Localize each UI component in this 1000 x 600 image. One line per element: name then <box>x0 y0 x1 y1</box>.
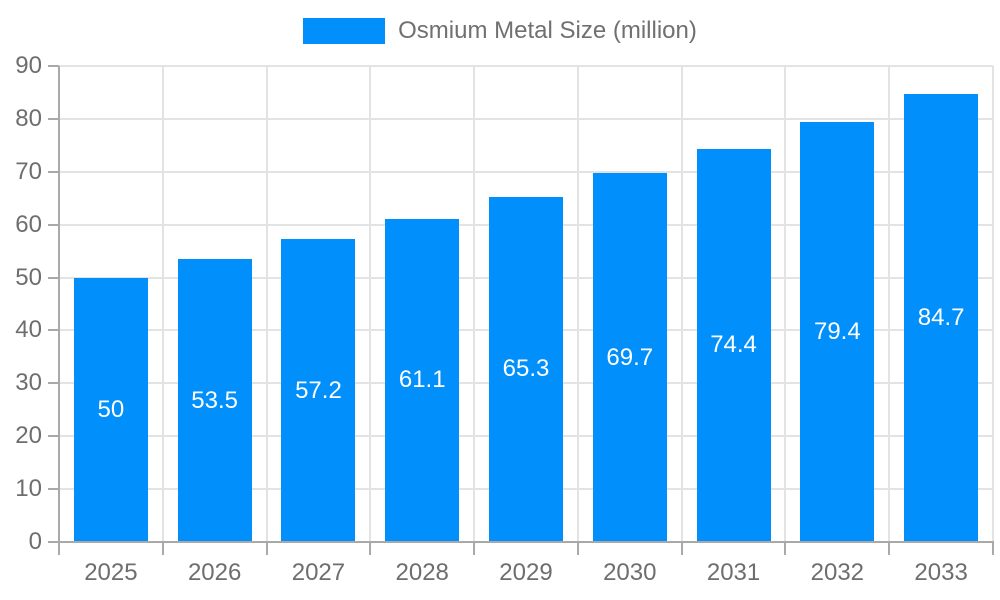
bar-2033[interactable]: 84.7 <box>904 94 979 542</box>
y-tick <box>48 117 59 120</box>
y-axis-label: 10 <box>15 475 42 503</box>
y-axis-label: 50 <box>15 263 42 291</box>
y-axis-label: 90 <box>15 52 42 79</box>
gridline-v <box>161 66 164 542</box>
gridline-v <box>680 66 683 542</box>
gridline-v <box>265 66 268 542</box>
x-axis-label: 2030 <box>603 559 657 586</box>
y-axis-label: 80 <box>15 104 42 132</box>
bar-2030[interactable]: 69.7 <box>592 173 667 542</box>
y-tick <box>48 541 59 543</box>
bar-value-label: 74.4 <box>710 331 757 359</box>
bar-value-label: 79.4 <box>813 318 861 346</box>
gridline-v <box>992 66 994 542</box>
x-axis-label: 2025 <box>84 559 138 586</box>
bar-2026[interactable]: 53.5 <box>177 259 252 542</box>
y-tick <box>48 276 59 279</box>
y-axis-label: 40 <box>15 316 42 344</box>
y-tick <box>48 65 59 67</box>
x-axis-label: 2031 <box>706 559 761 586</box>
bar-2025[interactable]: 50 <box>73 277 148 542</box>
y-tick <box>48 329 59 332</box>
x-axis-label: 2032 <box>810 559 865 586</box>
bar-2032[interactable]: 79.4 <box>800 122 875 542</box>
x-axis-label: 2029 <box>499 559 553 586</box>
gridline-h <box>59 117 993 120</box>
y-tick <box>48 488 59 491</box>
x-axis-line <box>58 541 994 543</box>
y-axis-label: 60 <box>15 210 42 238</box>
x-tick <box>576 542 579 555</box>
gridline-h <box>59 65 993 67</box>
gridline-v <box>369 66 372 542</box>
y-axis-label: 30 <box>15 369 42 397</box>
x-tick <box>161 542 164 555</box>
gridline-h <box>59 170 993 173</box>
x-tick <box>265 542 268 555</box>
x-tick <box>888 542 891 555</box>
bar-value-label: 57.2 <box>295 376 342 404</box>
bar-2027[interactable]: 57.2 <box>281 239 356 542</box>
legend[interactable]: Osmium Metal Size (million) <box>0 17 1000 45</box>
bar-value-label: 84.7 <box>917 304 965 331</box>
bar-2028[interactable]: 61.1 <box>385 218 460 542</box>
gridline-v <box>888 66 891 542</box>
gridline-v <box>576 66 579 542</box>
y-tick <box>48 170 59 173</box>
gridline-v <box>784 66 787 542</box>
y-axis-label: 20 <box>15 422 42 450</box>
bar-value-label: 69.7 <box>606 343 654 371</box>
x-axis-label: 2027 <box>291 559 346 586</box>
bar-2031[interactable]: 74.4 <box>696 148 771 542</box>
bar-value-label: 65.3 <box>502 355 550 383</box>
bar-value-label: 53.5 <box>191 386 239 414</box>
y-axis-label: 0 <box>28 528 42 555</box>
bar-value-label: 61.1 <box>398 366 446 394</box>
x-axis-label: 2033 <box>914 559 968 586</box>
y-tick <box>48 435 59 438</box>
bar-2029[interactable]: 65.3 <box>489 196 563 542</box>
x-tick <box>680 542 683 555</box>
y-axis-line <box>58 66 60 555</box>
x-tick <box>784 542 787 555</box>
x-tick <box>992 542 994 555</box>
gridline-v <box>473 66 476 542</box>
x-tick <box>369 542 372 555</box>
y-tick <box>48 223 59 226</box>
x-tick <box>473 542 476 555</box>
legend-marker <box>303 18 386 44</box>
legend-label: Osmium Metal Size (million) <box>398 17 697 44</box>
y-tick <box>48 382 59 385</box>
bar-value-label: 50 <box>97 395 125 423</box>
x-axis-label: 2026 <box>187 559 242 586</box>
x-axis-label: 2028 <box>395 559 449 586</box>
y-axis-label: 70 <box>15 157 42 185</box>
